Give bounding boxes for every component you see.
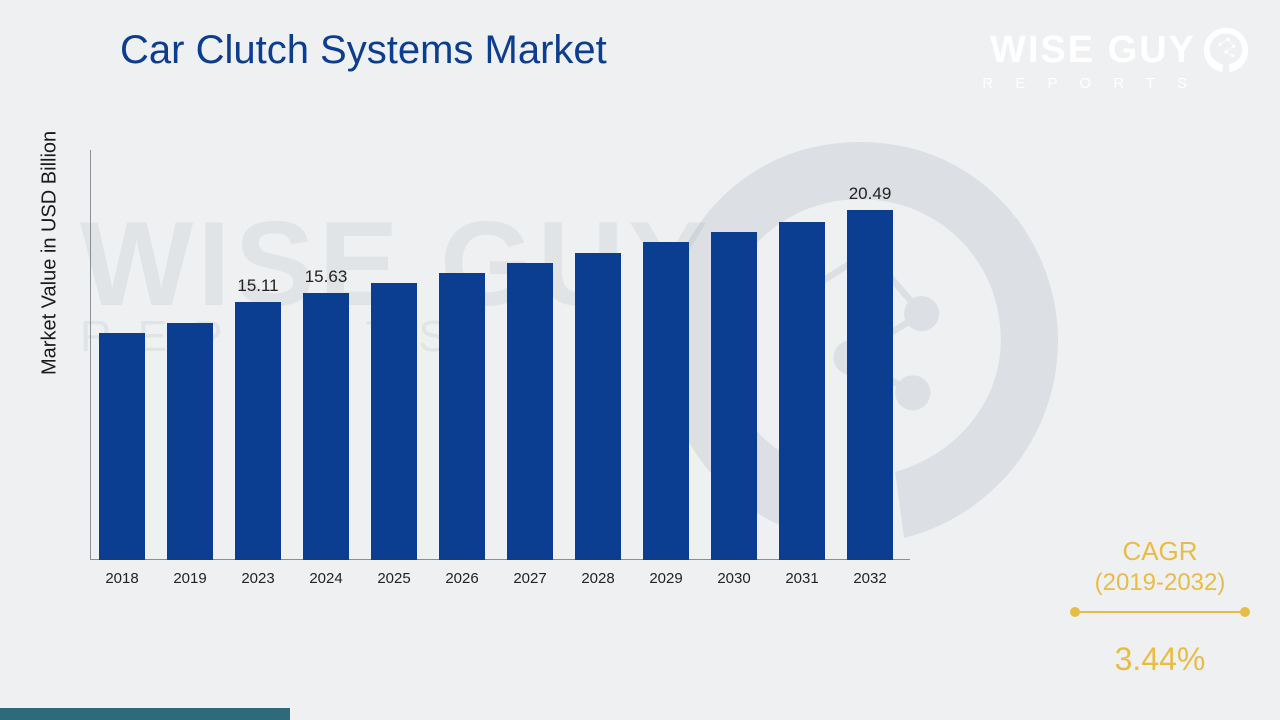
bar-wrap xyxy=(575,253,621,561)
bar-wrap xyxy=(99,333,145,560)
x-tick: 2019 xyxy=(173,570,206,587)
bar xyxy=(575,253,621,561)
page: WISE GUY REPORTS Car Clutch Systems Mark… xyxy=(0,0,1280,720)
bar xyxy=(711,232,757,560)
x-tick: 2018 xyxy=(105,570,138,587)
bar xyxy=(847,210,893,560)
bar xyxy=(167,323,213,560)
bar xyxy=(779,222,825,560)
bar-wrap xyxy=(643,242,689,560)
bar-value-label: 15.11 xyxy=(237,276,278,296)
x-tick: 2027 xyxy=(513,570,546,587)
bar xyxy=(99,333,145,560)
cagr-range: (2019-2032) xyxy=(1040,569,1280,597)
bar xyxy=(303,293,349,560)
brand-sub-text: R E P O R T S xyxy=(982,76,1196,91)
bar xyxy=(439,273,485,560)
bar-wrap xyxy=(507,263,553,560)
x-tick: 2031 xyxy=(785,570,818,587)
brand-main-text: WISE GUY xyxy=(990,31,1196,69)
bar-wrap xyxy=(439,273,485,560)
bar-wrap xyxy=(167,323,213,560)
bar-wrap: 15.63 xyxy=(303,293,349,560)
x-tick: 2032 xyxy=(853,570,886,587)
x-tick: 2025 xyxy=(377,570,410,587)
bar xyxy=(643,242,689,560)
y-axis-label: Market Value in USD Billion xyxy=(39,131,62,375)
brand-logo: WISE GUY R E P O R T S xyxy=(982,26,1250,91)
x-tick: 2023 xyxy=(241,570,274,587)
bar xyxy=(371,283,417,560)
bar-wrap: 15.11 xyxy=(235,302,281,560)
cagr-divider xyxy=(1075,611,1245,613)
bar xyxy=(235,302,281,560)
bar-chart: Market Value in USD Billion 2018201915.1… xyxy=(60,150,910,600)
chart-title: Car Clutch Systems Market xyxy=(120,28,607,73)
cagr-value: 3.44% xyxy=(1040,641,1280,678)
bar-value-label: 20.49 xyxy=(849,184,892,204)
x-tick: 2026 xyxy=(445,570,478,587)
bar-value-label: 15.63 xyxy=(305,267,348,287)
bottom-accent-bar xyxy=(0,708,290,720)
brand-head-icon xyxy=(1202,26,1250,74)
cagr-label: CAGR xyxy=(1040,536,1280,567)
bar-wrap xyxy=(371,283,417,560)
x-tick: 2030 xyxy=(717,570,750,587)
plot-area: 2018201915.11202315.63202420252026202720… xyxy=(90,150,910,560)
bar-wrap: 20.49 xyxy=(847,210,893,560)
bar-wrap xyxy=(711,232,757,560)
bar xyxy=(507,263,553,560)
x-tick: 2024 xyxy=(309,570,342,587)
bar-wrap xyxy=(779,222,825,560)
cagr-block: CAGR (2019-2032) 3.44% xyxy=(1040,536,1280,678)
x-tick: 2029 xyxy=(649,570,682,587)
x-tick: 2028 xyxy=(581,570,614,587)
